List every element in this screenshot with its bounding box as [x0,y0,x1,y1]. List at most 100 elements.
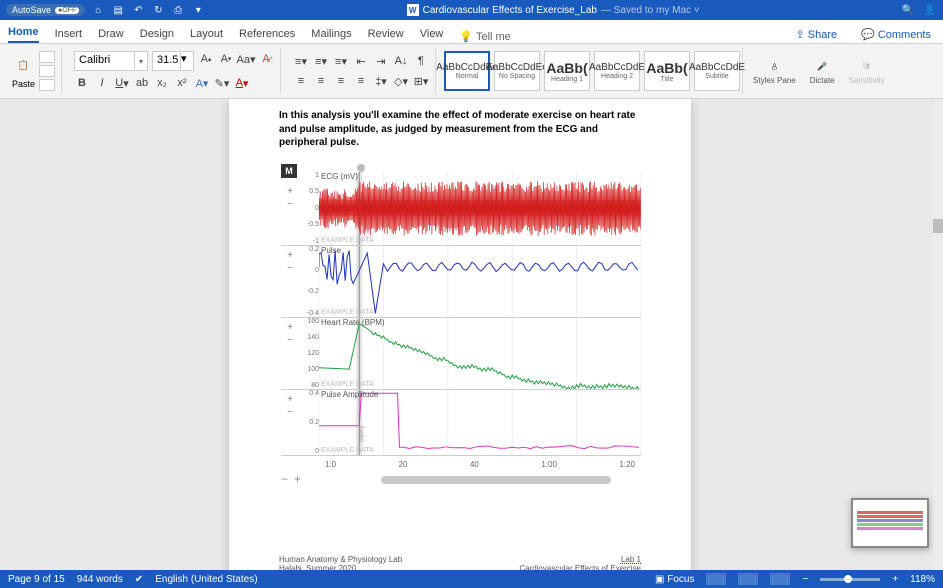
indent-icon[interactable]: ⇥ [373,53,389,69]
comments-button[interactable]: 💬 Comments [857,26,935,43]
tab-review[interactable]: Review [368,24,404,43]
zoom-in-icon[interactable]: + [294,472,301,524]
tab-insert[interactable]: Insert [55,24,83,43]
strike-icon[interactable]: ab [134,75,150,91]
spellcheck-icon[interactable]: ✔ [135,574,143,585]
underline-icon[interactable]: U▾ [114,75,130,91]
language-status[interactable]: English (United States) [155,574,257,585]
justify-icon[interactable]: ≡ [353,73,369,89]
tab-draw[interactable]: Draw [98,24,124,43]
view-web-icon[interactable] [738,573,758,585]
paragraph-icon[interactable]: ¶ [413,53,429,69]
save-icon[interactable]: ▤ [111,3,125,17]
share-button[interactable]: ⇪ Share [792,26,842,43]
cut-button[interactable] [39,51,55,63]
zoom-level[interactable]: 118% [910,574,935,585]
more-icon[interactable]: ▾ [191,3,205,17]
xaxis-label: 1:20 [619,460,635,474]
panel-expand-icon[interactable]: + [287,394,293,405]
tell-me[interactable]: Tell me [476,31,511,43]
ribbon: 📋 Paste Calibri▾ 31.5▾ A▴ A▾ Aa▾ A̷ B I … [0,44,943,99]
search-icon[interactable]: 🔍 [901,3,915,17]
view-outline-icon[interactable] [770,573,790,585]
style-heading-1[interactable]: AaBb(Heading 1 [544,51,590,91]
zoom-slider[interactable] [820,578,880,581]
highlight-icon[interactable]: ✎▾ [214,75,230,91]
ytick: 160 [299,318,319,325]
view-print-icon[interactable] [706,573,726,585]
align-right-icon[interactable]: ≡ [333,73,349,89]
panel-collapse-icon[interactable]: − [287,335,293,346]
panel-expand-icon[interactable]: + [287,250,293,261]
tab-home[interactable]: Home [8,22,39,43]
chart-dense: +−10.50-0.5-1ECG (mV)EXAMPLE DATA [281,172,641,246]
subscript-icon[interactable]: x₂ [154,75,170,91]
styles-pane-button[interactable]: A̲Styles Pane [749,57,800,85]
style-no-spacing[interactable]: AaBbCcDdEeNo Spacing [494,51,540,91]
numbering-icon[interactable]: ≡▾ [313,53,329,69]
sensitivity-button[interactable]: 🛡Sensitivity [845,57,889,85]
panel-expand-icon[interactable]: + [287,186,293,197]
document-page[interactable]: In this analysis you'll examine the effe… [229,99,691,570]
zoom-out-status-icon[interactable]: − [802,574,808,585]
tab-mailings[interactable]: Mailings [311,24,351,43]
home-icon[interactable]: ⌂ [91,3,105,17]
panel-collapse-icon[interactable]: − [287,407,293,418]
bullets-icon[interactable]: ≡▾ [293,53,309,69]
undo-icon[interactable]: ↶ [131,3,145,17]
page-count[interactable]: Page 9 of 15 [8,574,65,585]
vertical-scrollbar[interactable] [933,99,943,570]
ytick: 0 [299,205,319,212]
account-icon[interactable]: 👤 [923,3,937,17]
align-center-icon[interactable]: ≡ [313,73,329,89]
panel-collapse-icon[interactable]: − [287,263,293,274]
panel-title: Heart Rate (BPM) [321,318,385,327]
autosave-toggle[interactable]: AutoSave ●OFF [6,4,85,16]
outdent-icon[interactable]: ⇤ [353,53,369,69]
shading-icon[interactable]: ◇▾ [393,73,409,89]
chart-amp: +−0.40.20Pulse AmplitudeEXAMPLE DATAover… [281,390,641,456]
borders-icon[interactable]: ⊞▾ [413,73,429,89]
style-title[interactable]: AaBb(Title [644,51,690,91]
style-heading-2[interactable]: AaBbCcDdEHeading 2 [594,51,640,91]
page-thumbnail-nav[interactable] [851,498,929,548]
superscript-icon[interactable]: x² [174,75,190,91]
timeline-marker-icon[interactable] [357,164,365,172]
chart-hscroll[interactable] [381,476,611,484]
tab-view[interactable]: View [420,24,444,43]
tab-design[interactable]: Design [140,24,174,43]
panel-expand-icon[interactable]: + [287,322,293,333]
align-left-icon[interactable]: ≡ [293,73,309,89]
text-effects-icon[interactable]: A▾ [194,75,210,91]
grow-font-icon[interactable]: A▴ [198,51,214,67]
italic-icon[interactable]: I [94,75,110,91]
clear-format-icon[interactable]: A̷ [258,51,274,67]
font-name-select[interactable]: Calibri▾ [74,51,148,71]
zoom-out-icon[interactable]: − [281,472,288,524]
dictate-button[interactable]: 🎤Dictate [806,57,839,85]
zoom-in-status-icon[interactable]: + [892,574,898,585]
font-size-select[interactable]: 31.5▾ [152,51,194,71]
tab-references[interactable]: References [239,24,295,43]
change-case-icon[interactable]: Aa▾ [238,51,254,67]
format-painter-button[interactable] [39,79,55,91]
bold-icon[interactable]: B [74,75,90,91]
font-color-icon[interactable]: A▾ [234,75,250,91]
tab-layout[interactable]: Layout [190,24,223,43]
style-normal[interactable]: AaBbCcDdEeNormal [444,51,490,91]
chart-pulse: +−0.20-0.2-0.4PulseEXAMPLE DATA [281,246,641,318]
title-bar: AutoSave ●OFF ⌂ ▤ ↶ ↻ ⎙ ▾ W Cardiovascul… [0,0,943,20]
multilevel-icon[interactable]: ≡▾ [333,53,349,69]
line-spacing-icon[interactable]: ‡▾ [373,73,389,89]
paste-button[interactable]: 📋 Paste [12,54,35,89]
focus-mode[interactable]: ▣ Focus [655,574,694,585]
print-icon[interactable]: ⎙ [171,3,185,17]
panel-collapse-icon[interactable]: − [287,199,293,210]
copy-button[interactable] [39,65,55,77]
panel-title: ECG (mV) [321,172,358,181]
style-subtitle[interactable]: AaBbCcDdESubtitle [694,51,740,91]
word-count[interactable]: 944 words [77,574,123,585]
shrink-font-icon[interactable]: A▾ [218,51,234,67]
redo-icon[interactable]: ↻ [151,3,165,17]
sort-icon[interactable]: A↓ [393,53,409,69]
